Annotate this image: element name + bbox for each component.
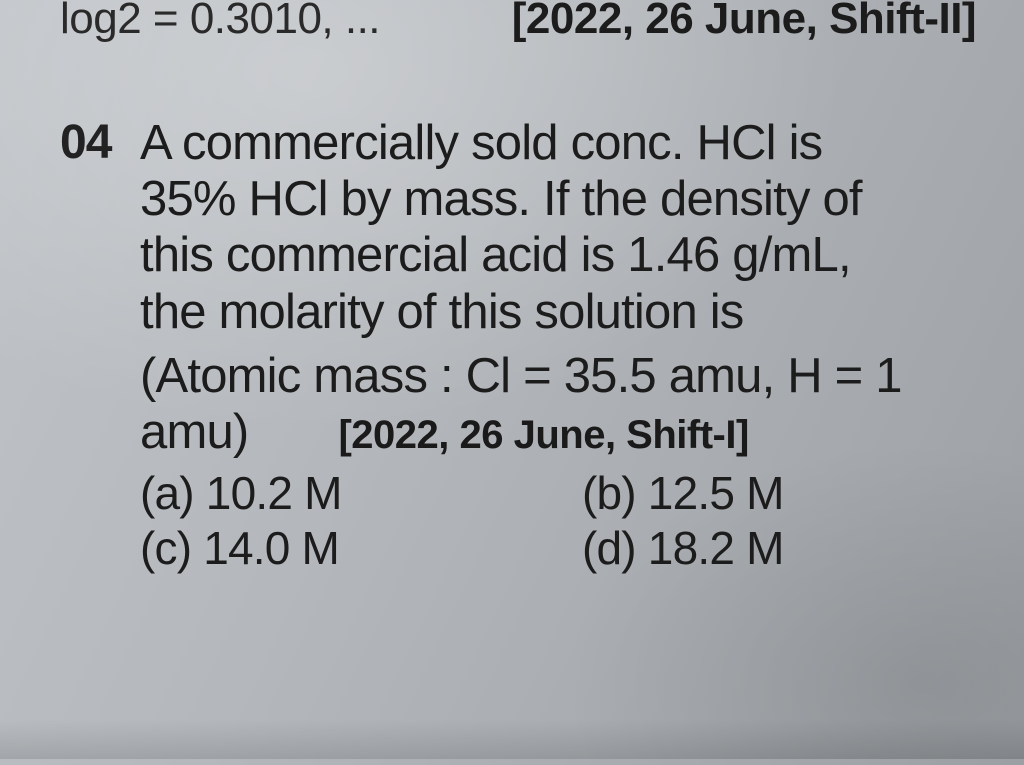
bottom-shadow — [0, 719, 1024, 759]
amu-and-tag-row: amu) [2022, 26 June, Shift-I] — [140, 404, 984, 460]
question-line-1: A commercially sold conc. HCl is — [140, 115, 984, 171]
exam-tag-top: [2022, 26 June, Shift-II] — [512, 0, 976, 45]
question-row: 04 A commercially sold conc. HCl is 35% … — [60, 115, 984, 575]
page: log2 = 0.3010, ... [2022, 26 June, Shift… — [0, 0, 1024, 574]
question-body: A commercially sold conc. HCl is 35% HCl… — [140, 115, 984, 575]
options-grid: (a) 10.2 M (b) 12.5 M (c) 14.0 M (d) 18.… — [140, 467, 984, 575]
amu-closure: amu) — [140, 404, 248, 460]
question-line-2: 35% HCl by mass. If the density of — [140, 171, 984, 227]
option-d: (d) 18.2 M — [582, 522, 984, 575]
option-b: (b) 12.5 M — [582, 467, 984, 520]
question-number: 04 — [60, 115, 140, 170]
question-line-3: this commercial acid is 1.46 g/mL, — [140, 227, 984, 283]
exam-tag-question: [2022, 26 June, Shift-I] — [338, 412, 748, 458]
prev-question-fragment: log2 = 0.3010, ... — [60, 0, 380, 45]
atomic-mass-line: (Atomic mass : Cl = 35.5 amu, H = 1 — [140, 348, 984, 404]
option-a: (a) 10.2 M — [140, 467, 542, 520]
option-c: (c) 14.0 M — [140, 522, 542, 575]
question-line-4: the molarity of this solution is — [140, 284, 984, 340]
top-fragment-row: log2 = 0.3010, ... [2022, 26 June, Shift… — [60, 0, 984, 45]
